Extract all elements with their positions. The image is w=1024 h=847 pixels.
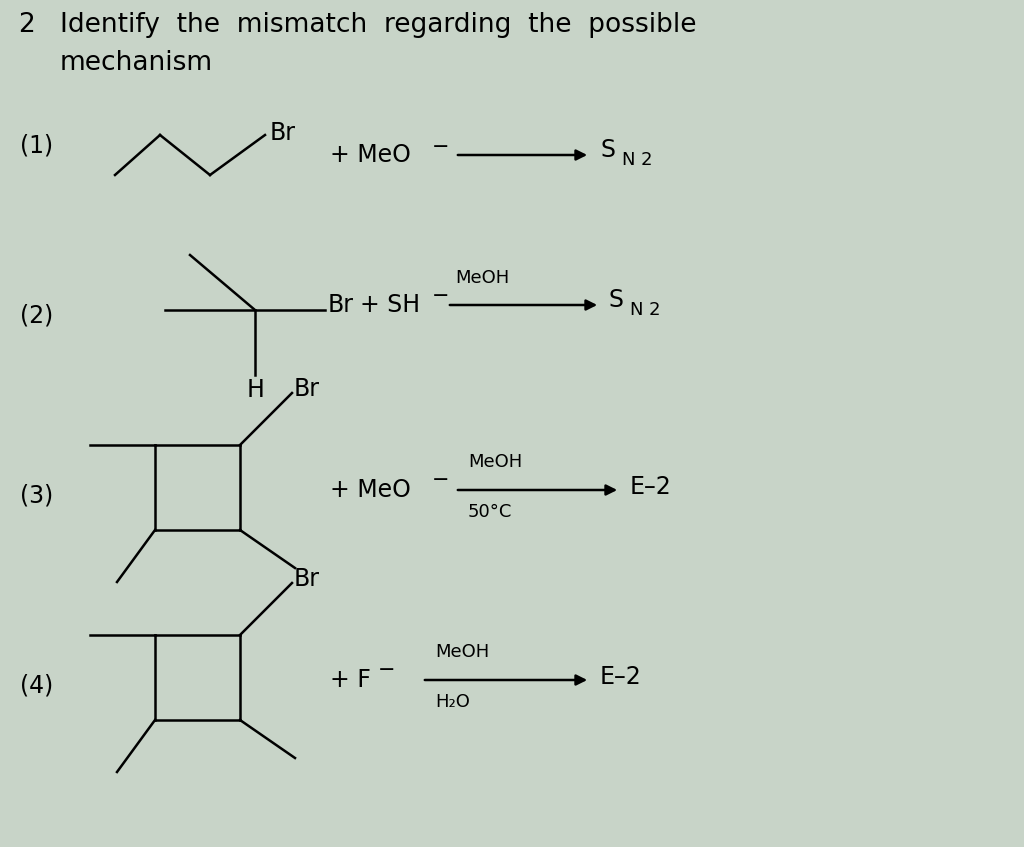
Text: N: N [621,151,635,169]
Text: −: − [432,286,450,306]
Text: mechanism: mechanism [60,50,213,76]
Text: Identify  the  mismatch  regarding  the  possible: Identify the mismatch regarding the poss… [60,12,696,38]
Text: E–2: E–2 [630,475,672,499]
Text: S: S [600,138,615,162]
Text: Br: Br [270,121,296,145]
Text: H₂O: H₂O [435,693,470,711]
Text: E–2: E–2 [600,665,642,689]
Text: −: − [432,137,450,157]
Text: + MeO: + MeO [330,478,411,502]
Text: + SH: + SH [360,293,420,317]
Text: Br: Br [294,377,319,401]
Text: MeOH: MeOH [435,643,489,661]
Text: N: N [629,301,642,319]
Text: (4): (4) [20,673,53,697]
Text: (2): (2) [20,303,53,327]
Text: Br: Br [328,293,354,317]
Text: H: H [247,378,265,402]
Text: Br: Br [294,567,319,591]
Text: + F: + F [330,668,371,692]
Text: 2: 2 [649,301,660,319]
Text: MeOH: MeOH [455,269,509,287]
Text: S: S [608,288,623,312]
Text: + MeO: + MeO [330,143,411,167]
Text: (3): (3) [20,483,53,507]
Text: 2: 2 [641,151,652,169]
Text: 50°C: 50°C [468,503,512,521]
Text: −: − [432,470,450,490]
Text: MeOH: MeOH [468,453,522,471]
Text: 2: 2 [18,12,35,38]
Text: −: − [378,660,395,680]
Text: (1): (1) [20,133,53,157]
